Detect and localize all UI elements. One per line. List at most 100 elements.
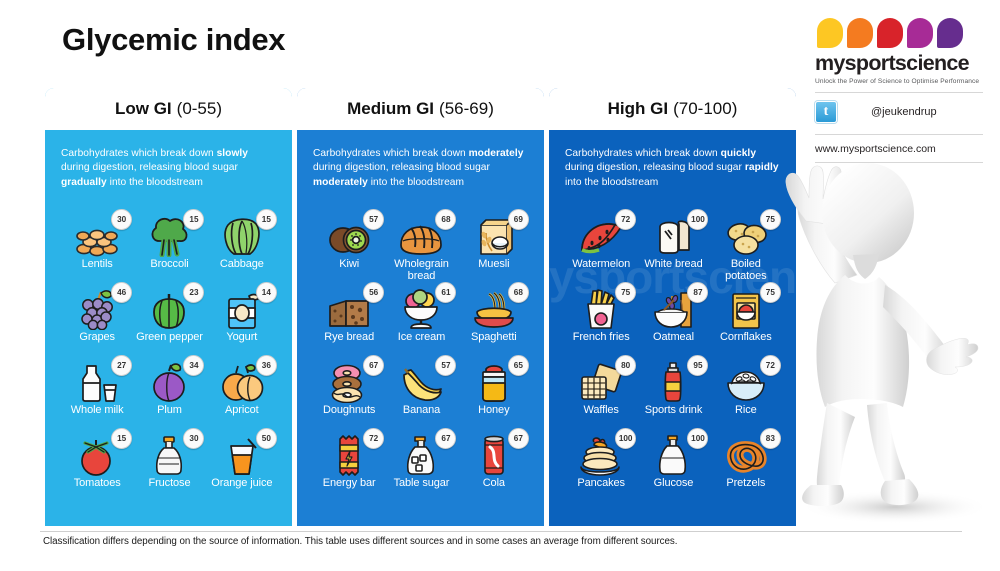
food-item-label: Kiwi <box>339 258 360 270</box>
gi-value-badge: 36 <box>255 355 277 376</box>
muesli-icon: 69 <box>463 209 529 257</box>
column-header-low: Low GI (0-55) <box>45 88 292 130</box>
gi-value-badge: 72 <box>363 428 385 449</box>
gi-value-badge: 68 <box>507 282 529 303</box>
logo-drop-5 <box>937 18 963 48</box>
column-title: High GI <box>607 99 669 118</box>
footer-note: Classification differs depending on the … <box>43 536 678 547</box>
food-item-label: Green pepper <box>136 331 203 343</box>
food-item: 30 Lentils <box>61 209 133 284</box>
gi-value-badge: 27 <box>111 355 133 376</box>
food-item: 61 Ice cream <box>385 282 457 357</box>
twitter-icon[interactable]: t <box>815 100 837 123</box>
food-item: 67 Doughnuts <box>313 355 385 430</box>
column-body-high: mysportscienceCarbohydrates which break … <box>549 130 796 526</box>
gi-value-badge: 72 <box>759 355 781 376</box>
column-description-medium: Carbohydrates which break down moderatel… <box>313 148 524 188</box>
rice-icon: 72 <box>715 355 781 403</box>
food-item: 72 Watermelon <box>565 209 637 284</box>
logo-drop-4 <box>907 18 933 48</box>
food-item-label: Lentils <box>81 258 113 270</box>
food-item: 87 Oatmeal <box>637 282 709 357</box>
potatoes-icon: 75 <box>715 209 781 257</box>
food-item-label: Pancakes <box>577 477 625 489</box>
gi-value-badge: 95 <box>687 355 709 376</box>
food-item-label: Sports drink <box>644 404 703 416</box>
food-item-label: Rice <box>735 404 757 416</box>
brand-logo-drops <box>815 18 983 48</box>
doughnuts-icon: 67 <box>318 355 385 403</box>
gi-value-badge: 80 <box>615 355 637 376</box>
food-item: 100 White bread <box>637 209 709 284</box>
sports-drink-icon: 95 <box>642 355 709 403</box>
brand-website-url[interactable]: www.mysportscience.com <box>815 133 983 155</box>
gi-column-low: Low GI (0-55) Carbohydrates which break do… <box>45 88 292 526</box>
gi-value-badge: 100 <box>615 428 637 449</box>
tomato-icon: 15 <box>66 428 133 476</box>
gi-value-badge: 87 <box>687 282 709 303</box>
column-header-medium: Medium GI (56-69) <box>297 88 544 130</box>
food-item-label: White bread <box>644 258 703 270</box>
french-fries-icon: 75 <box>570 282 637 330</box>
food-item: 46 Grapes <box>61 282 133 357</box>
food-item: 75 Boiled potatoes <box>710 209 782 284</box>
food-item: 67 Cola <box>458 428 530 503</box>
white-bread-icon: 100 <box>642 209 709 257</box>
gi-value-badge: 67 <box>435 428 457 449</box>
food-item: 23 Green pepper <box>133 282 205 357</box>
mannequin-figure <box>775 155 1000 545</box>
food-item: 57 Banana <box>385 355 457 430</box>
food-item-label: Spaghetti <box>471 331 517 343</box>
gi-value-badge: 15 <box>183 209 205 230</box>
gi-value-badge: 34 <box>183 355 205 376</box>
green-pepper-icon: 23 <box>138 282 205 330</box>
wholegrain-bread-icon: 68 <box>390 209 457 257</box>
food-item-label: Cornflakes <box>720 331 772 343</box>
food-item-label: Muesli <box>478 258 510 270</box>
gi-value-badge: 72 <box>615 209 637 230</box>
gi-value-badge: 75 <box>759 282 781 303</box>
food-item-label: Whole milk <box>70 404 124 416</box>
column-body-medium: Carbohydrates which break down moderatel… <box>297 130 544 526</box>
brand-divider-top <box>815 91 983 93</box>
spaghetti-icon: 68 <box>463 282 529 330</box>
gi-value-badge: 56 <box>363 282 385 303</box>
gi-value-badge: 69 <box>507 209 529 230</box>
column-range: (0-55) <box>176 99 223 118</box>
food-item-label: Pretzels <box>726 477 766 489</box>
gi-column-medium: Medium GI (56-69) Carbohydrates which brea… <box>297 88 544 526</box>
food-item-label: Watermelon <box>572 258 631 270</box>
table-sugar-icon: 67 <box>390 428 457 476</box>
ice-cream-icon: 61 <box>390 282 457 330</box>
gi-value-badge: 57 <box>363 209 385 230</box>
grapes-icon: 46 <box>66 282 133 330</box>
honey-icon: 65 <box>463 355 529 403</box>
food-item: 69 Muesli <box>458 209 530 284</box>
apricot-icon: 36 <box>211 355 277 403</box>
twitter-handle[interactable]: @jeukendrup <box>871 105 937 118</box>
gi-value-badge: 68 <box>435 209 457 230</box>
watermelon-icon: 72 <box>570 209 637 257</box>
food-grid-high: 72 Watermelon 100 White bread 75 Boiled pot… <box>565 209 782 503</box>
broccoli-icon: 15 <box>138 209 205 257</box>
plum-icon: 34 <box>138 355 205 403</box>
fructose-icon: 30 <box>138 428 205 476</box>
food-item-label: Glucose <box>653 477 694 489</box>
food-item: 15 Tomatoes <box>61 428 133 503</box>
food-item-label: Oatmeal <box>653 331 694 343</box>
food-item: 36 Apricot <box>206 355 278 430</box>
rye-bread-icon: 56 <box>318 282 385 330</box>
logo-drop-2 <box>847 18 873 48</box>
pancakes-icon: 100 <box>570 428 637 476</box>
column-title: Medium GI <box>347 99 435 118</box>
food-item: 75 French fries <box>565 282 637 357</box>
food-item-label: Fructose <box>148 477 191 489</box>
footer-divider <box>40 531 962 532</box>
food-item-label: Energy bar <box>322 477 376 489</box>
food-item-label: Tomatoes <box>73 477 121 489</box>
brand-tagline: Unlock the Power of Science to Optimise … <box>815 77 980 85</box>
food-item: 15 Cabbage <box>206 209 278 284</box>
brand-social-row: t @jeukendrup <box>815 97 983 127</box>
logo-drop-1 <box>817 18 843 48</box>
